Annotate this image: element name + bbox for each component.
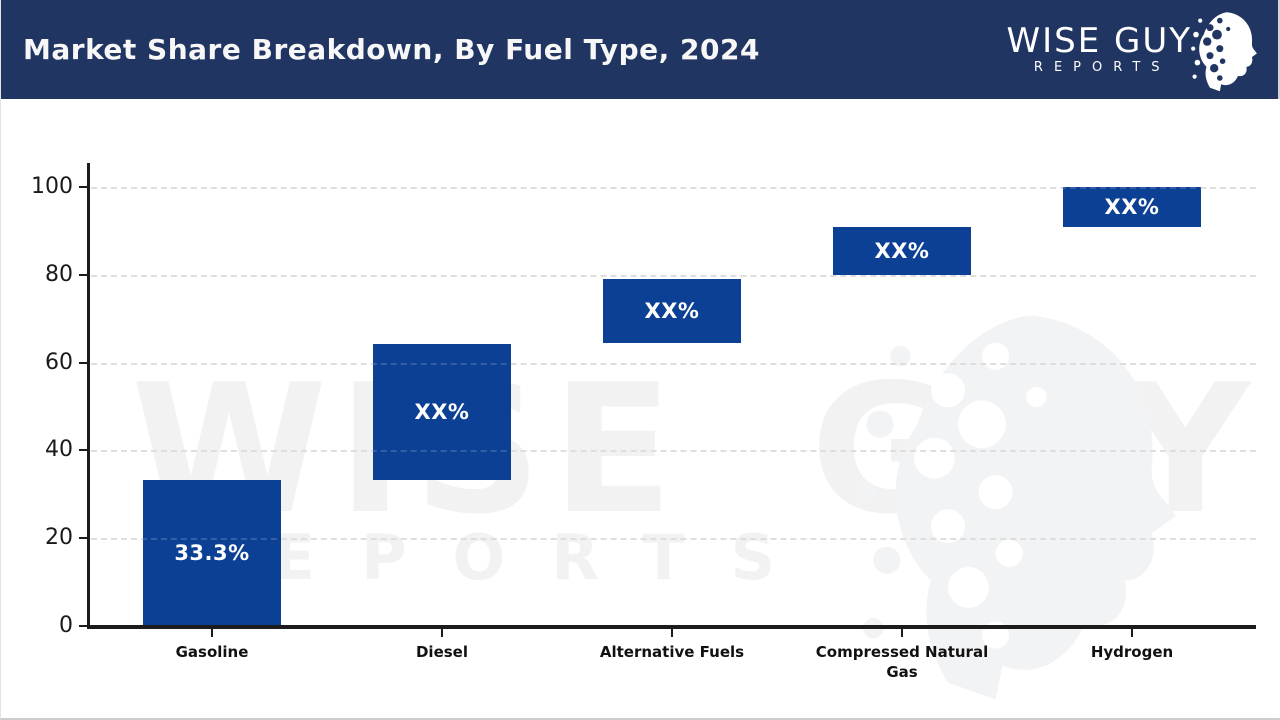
y-tick-mark — [79, 361, 87, 364]
header-bar: Market Share Breakdown, By Fuel Type, 20… — [1, 0, 1278, 99]
bar-diesel: XX% — [373, 344, 511, 480]
y-axis-line — [87, 163, 90, 628]
bar-hydrogen: XX% — [1063, 187, 1201, 227]
bar-gasoline: 33.3% — [143, 479, 281, 626]
gridline — [91, 538, 1256, 541]
wiseguy-logo: WISE GUY REPORTS — [1006, 8, 1260, 92]
y-tick-mark — [79, 537, 87, 540]
x-category-label: Compressed Natural Gas — [815, 643, 989, 682]
x-tick-mark — [441, 629, 443, 637]
y-tick-label: 20 — [45, 525, 73, 551]
gridline-overlay — [91, 274, 1256, 277]
x-tick-mark — [901, 629, 903, 637]
gridline — [91, 187, 1256, 189]
bar-value-label: XX% — [414, 399, 470, 424]
bar-alternative-fuels: XX% — [603, 278, 741, 344]
gridline — [91, 450, 1256, 453]
x-tick-mark — [671, 629, 673, 637]
x-category-label: Hydrogen — [1090, 643, 1174, 661]
x-category-label: Gasoline — [175, 643, 249, 661]
y-tick-label: 100 — [31, 174, 73, 199]
y-tick-mark — [79, 186, 87, 188]
chart-canvas: WISE GUY REPORTS 33.3% XX% XX% XX% XX% 0 20 40 6… — [1, 99, 1280, 718]
x-tick-mark — [211, 629, 213, 637]
y-tick-label: 80 — [45, 261, 73, 287]
bar-value-label: 33.3% — [174, 540, 250, 565]
x-category-label: Alternative Fuels — [599, 643, 745, 661]
y-tick-mark — [79, 625, 87, 627]
y-tick-mark — [79, 273, 87, 276]
bar-value-label: XX% — [1104, 194, 1160, 219]
y-tick-label: 40 — [45, 437, 73, 463]
gridline — [91, 274, 1256, 277]
wiseguy-logo-subtitle: REPORTS — [1033, 60, 1171, 76]
bar-value-label: XX% — [644, 299, 700, 324]
bar-compressed-natural-gas: XX% — [833, 226, 971, 275]
page-title: Market Share Breakdown, By Fuel Type, 20… — [23, 33, 760, 66]
y-tick-mark — [79, 449, 87, 452]
gridline-overlay — [91, 450, 1256, 453]
wiseguy-head-icon — [1191, 11, 1257, 91]
gridline — [91, 362, 1256, 365]
x-axis-line — [87, 625, 1256, 629]
x-category-label: Diesel — [415, 643, 468, 661]
gridline-overlay — [91, 538, 1256, 541]
gridline-overlay — [91, 187, 1256, 189]
gridline-overlay — [91, 362, 1256, 365]
wiseguy-logo-text: WISE GUY REPORTS — [1006, 20, 1192, 76]
wiseguy-logo-wordmark: WISE GUY — [1006, 20, 1192, 61]
bar-value-label: XX% — [874, 238, 930, 263]
x-tick-mark — [1131, 629, 1133, 637]
y-tick-label: 60 — [45, 349, 73, 375]
watermark-head-icon — [856, 315, 1176, 700]
y-tick-label: 0 — [59, 613, 73, 638]
